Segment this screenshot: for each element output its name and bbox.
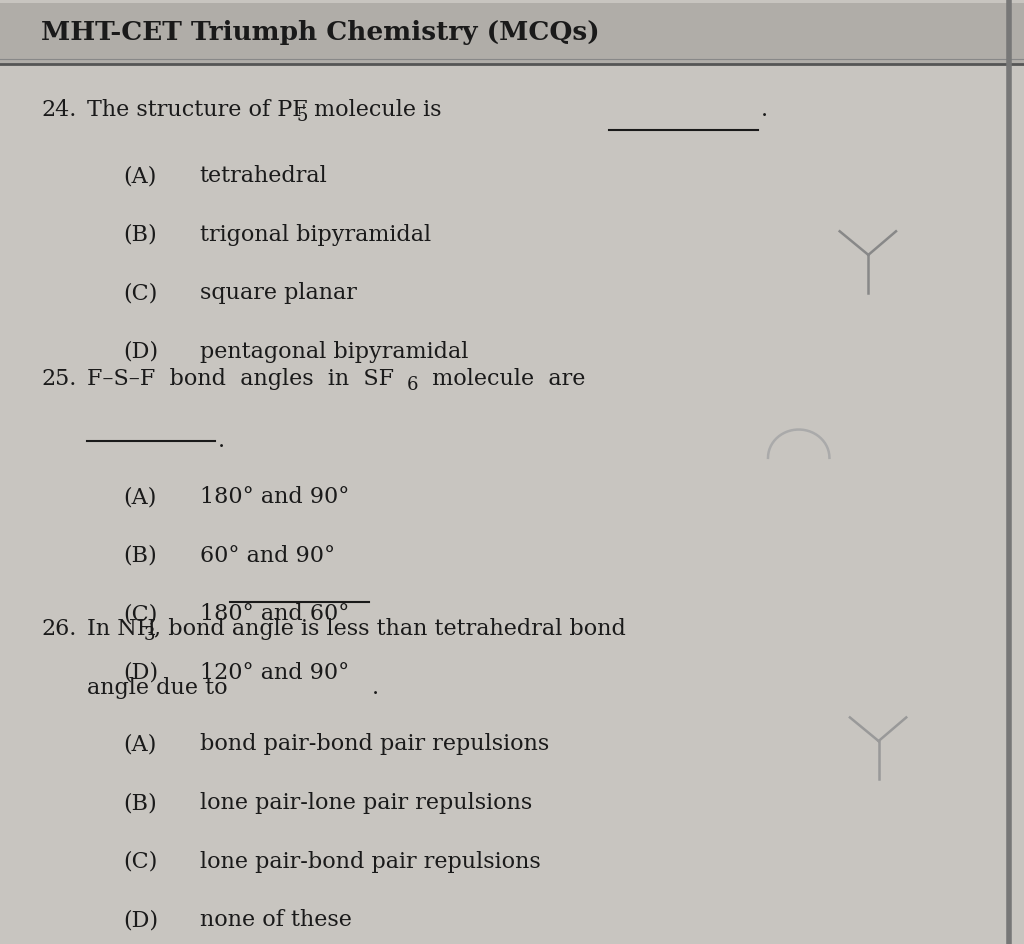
Text: (C): (C) [123, 603, 158, 625]
Text: , bond angle is less than tetrahedral bond: , bond angle is less than tetrahedral bo… [154, 618, 626, 640]
FancyBboxPatch shape [0, 3, 1024, 64]
Text: (A): (A) [123, 486, 157, 508]
Text: molecule is: molecule is [307, 99, 441, 121]
Text: (A): (A) [123, 165, 157, 187]
Text: (B): (B) [123, 545, 157, 566]
Text: (C): (C) [123, 282, 158, 304]
Text: tetrahedral: tetrahedral [200, 165, 328, 187]
Text: molecule  are: molecule are [418, 368, 585, 390]
Text: 24.: 24. [41, 99, 77, 121]
Text: F–S–F  bond  angles  in  SF: F–S–F bond angles in SF [87, 368, 394, 390]
Text: (B): (B) [123, 224, 157, 245]
Text: lone pair-bond pair repulsions: lone pair-bond pair repulsions [200, 851, 541, 872]
Text: .: . [761, 99, 768, 121]
Text: In NH: In NH [87, 618, 157, 640]
Text: 180° and 60°: 180° and 60° [200, 603, 349, 625]
Text: none of these: none of these [200, 909, 351, 931]
Text: .: . [372, 677, 379, 699]
Text: lone pair-lone pair repulsions: lone pair-lone pair repulsions [200, 792, 531, 814]
Text: (D): (D) [123, 909, 158, 931]
Text: square planar: square planar [200, 282, 356, 304]
Text: 5: 5 [297, 107, 308, 125]
Text: 180° and 90°: 180° and 90° [200, 486, 349, 508]
Text: 3: 3 [143, 626, 155, 644]
Text: pentagonal bipyramidal: pentagonal bipyramidal [200, 341, 468, 362]
Text: 6: 6 [407, 376, 418, 394]
Text: 60° and 90°: 60° and 90° [200, 545, 335, 566]
Text: 25.: 25. [41, 368, 77, 390]
Text: 26.: 26. [41, 618, 77, 640]
Text: bond pair-bond pair repulsions: bond pair-bond pair repulsions [200, 733, 549, 755]
Text: (C): (C) [123, 851, 158, 872]
Text: .: . [218, 430, 225, 451]
Text: (D): (D) [123, 662, 158, 683]
Text: (D): (D) [123, 341, 158, 362]
Text: (A): (A) [123, 733, 157, 755]
Text: 120° and 90°: 120° and 90° [200, 662, 349, 683]
Text: trigonal bipyramidal: trigonal bipyramidal [200, 224, 431, 245]
Text: MHT-CET Triumph Chemistry (MCQs): MHT-CET Triumph Chemistry (MCQs) [41, 20, 600, 44]
Text: angle due to: angle due to [87, 677, 227, 699]
Text: The structure of PF: The structure of PF [87, 99, 307, 121]
Text: (B): (B) [123, 792, 157, 814]
